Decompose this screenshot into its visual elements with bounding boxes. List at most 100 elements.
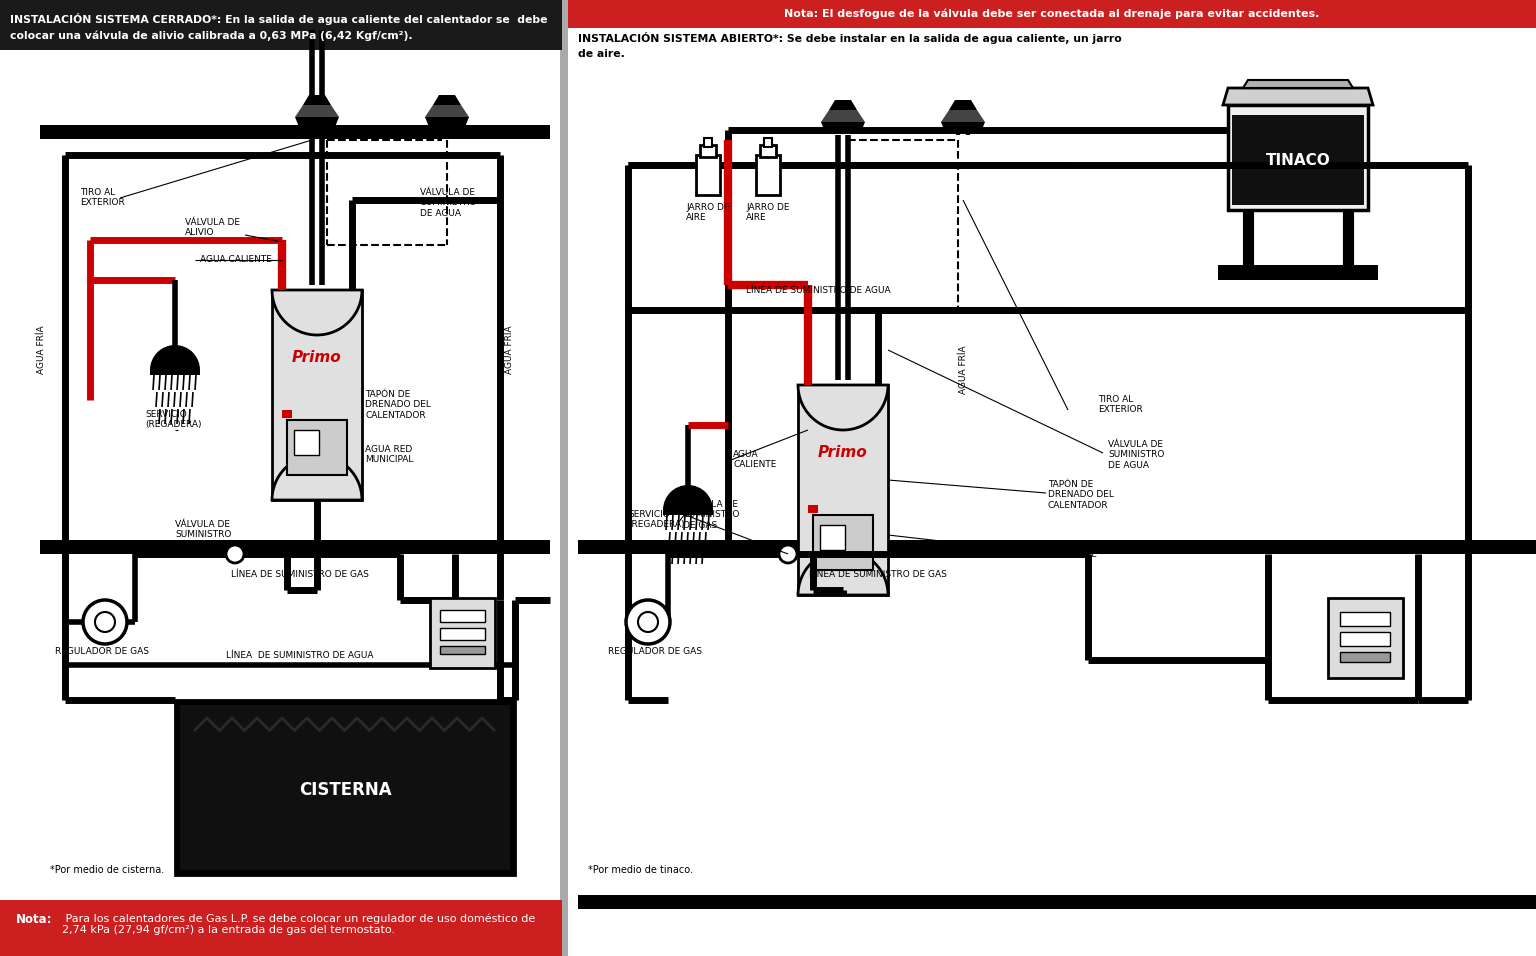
Bar: [1218, 265, 1378, 280]
Text: AGUA RED
MUNICIPAL: AGUA RED MUNICIPAL: [366, 445, 413, 465]
Bar: [151, 370, 200, 375]
Text: INSTALACIÓN SISTEMA CERRADO*: En la salida de agua caliente del calentador se  d: INSTALACIÓN SISTEMA CERRADO*: En la sali…: [11, 13, 547, 25]
Polygon shape: [942, 110, 985, 122]
Text: LÍNEA DE SUMINISTRO DE AGUA: LÍNEA DE SUMINISTRO DE AGUA: [745, 286, 891, 295]
Text: Primo: Primo: [819, 445, 868, 460]
Wedge shape: [664, 485, 713, 510]
Bar: [561, 0, 568, 956]
Text: REGULADOR DE GAS: REGULADOR DE GAS: [608, 647, 702, 656]
Polygon shape: [1243, 80, 1353, 88]
Circle shape: [226, 545, 244, 563]
Bar: [760, 145, 776, 157]
Bar: [664, 510, 713, 515]
Text: LÍNEA DE SUMINISTRO DE GAS: LÍNEA DE SUMINISTRO DE GAS: [809, 570, 946, 579]
Text: LÍNEA  DE SUMINISTRO DE AGUA: LÍNEA DE SUMINISTRO DE AGUA: [226, 650, 373, 660]
Text: JARRO DE
AIRE: JARRO DE AIRE: [746, 203, 790, 223]
Bar: [0, 900, 562, 956]
Polygon shape: [1223, 88, 1373, 105]
Text: VÁLVULA DE
ALIVIO: VÁLVULA DE ALIVIO: [184, 218, 240, 237]
Bar: [180, 705, 510, 870]
Text: *Por medio de cisterna.: *Por medio de cisterna.: [51, 865, 164, 875]
Bar: [568, 28, 1536, 75]
Text: colocar una válvula de alivio calibrada a 0,63 MPa (6,42 Kgf/cm²).: colocar una válvula de alivio calibrada …: [11, 30, 413, 40]
Text: de aire.: de aire.: [578, 49, 625, 59]
Bar: [700, 145, 716, 157]
Circle shape: [627, 600, 670, 644]
Bar: [808, 505, 819, 513]
Text: AGUA FRÍA: AGUA FRÍA: [958, 346, 968, 394]
Bar: [430, 598, 495, 668]
Bar: [763, 138, 773, 147]
Polygon shape: [829, 100, 857, 110]
Bar: [40, 125, 550, 139]
Polygon shape: [949, 100, 977, 110]
Text: *Por medio de tinaco.: *Por medio de tinaco.: [588, 865, 693, 875]
Text: Para los calentadores de Gas L.P. se debe colocar un regulador de uso doméstico : Para los calentadores de Gas L.P. se deb…: [61, 913, 535, 935]
Text: SERVICIO
(REGADERA): SERVICIO (REGADERA): [628, 510, 685, 530]
Text: TAPÓN DE
DRENADO DEL
CALENTADOR: TAPÓN DE DRENADO DEL CALENTADOR: [1048, 480, 1114, 510]
Text: AGUA
CALIENTE: AGUA CALIENTE: [733, 450, 776, 469]
Bar: [293, 430, 319, 455]
Bar: [568, 0, 1536, 28]
Bar: [0, 0, 562, 50]
Bar: [272, 290, 362, 500]
Text: VÁLVULA DE
SUMINISTRO
DE AGUA: VÁLVULA DE SUMINISTRO DE AGUA: [419, 188, 476, 218]
Bar: [40, 540, 550, 554]
Bar: [703, 138, 713, 147]
Text: INSTALACIÓN SISTEMA ABIERTO*: Se debe instalar en la salida de agua caliente, un: INSTALACIÓN SISTEMA ABIERTO*: Se debe in…: [578, 32, 1121, 44]
Bar: [1232, 115, 1364, 205]
Text: VÁLVULA DE
SUMINISTRO
DE GAS: VÁLVULA DE SUMINISTRO DE GAS: [684, 500, 739, 530]
Wedge shape: [799, 550, 888, 595]
Text: Primo: Primo: [292, 350, 343, 365]
Text: TIRO AL
EXTERIOR: TIRO AL EXTERIOR: [80, 188, 124, 207]
Bar: [175, 700, 515, 875]
Bar: [1227, 105, 1369, 210]
Circle shape: [779, 545, 797, 563]
Polygon shape: [295, 105, 339, 117]
Bar: [439, 610, 485, 622]
Text: AGUA RED
MUNICIPAL: AGUA RED MUNICIPAL: [1048, 540, 1097, 559]
Bar: [799, 385, 888, 595]
Text: TIRO AL
EXTERIOR: TIRO AL EXTERIOR: [1098, 395, 1143, 414]
Wedge shape: [272, 290, 362, 335]
Polygon shape: [822, 110, 865, 122]
Text: AGUA FRÍA: AGUA FRÍA: [37, 326, 46, 375]
Circle shape: [95, 612, 115, 632]
Bar: [820, 525, 845, 550]
Bar: [578, 895, 1536, 909]
Bar: [1339, 652, 1390, 662]
Polygon shape: [433, 95, 461, 105]
Wedge shape: [272, 455, 362, 500]
Bar: [1339, 632, 1390, 646]
Text: Nota: El desfogue de la válvula debe ser conectada al drenaje para evitar accide: Nota: El desfogue de la válvula debe ser…: [785, 9, 1319, 19]
Polygon shape: [295, 117, 339, 127]
Text: Nota:: Nota:: [15, 913, 52, 926]
Text: VÁLVULA DE
SUMINISTRO
DE AGUA: VÁLVULA DE SUMINISTRO DE AGUA: [1107, 440, 1164, 469]
Wedge shape: [151, 345, 200, 370]
Bar: [439, 646, 485, 654]
Text: CISTERNA: CISTERNA: [298, 781, 392, 799]
Text: TAPÓN DE
DRENADO DEL
CALENTADOR: TAPÓN DE DRENADO DEL CALENTADOR: [366, 390, 432, 420]
Circle shape: [637, 612, 657, 632]
Text: SERVICIO
(REGADERA): SERVICIO (REGADERA): [144, 410, 201, 429]
Bar: [439, 628, 485, 640]
Bar: [813, 515, 872, 570]
Bar: [283, 410, 292, 418]
Text: TINACO: TINACO: [1266, 153, 1330, 167]
Bar: [756, 155, 780, 195]
Text: AGUA CALIENTE: AGUA CALIENTE: [200, 255, 272, 265]
Text: REGULADOR DE GAS: REGULADOR DE GAS: [55, 647, 149, 656]
Text: JARRO DE
AIRE: JARRO DE AIRE: [687, 203, 730, 223]
Bar: [1339, 612, 1390, 626]
Polygon shape: [303, 95, 330, 105]
Polygon shape: [942, 122, 985, 132]
Text: AGUA FRÍA: AGUA FRÍA: [505, 326, 515, 375]
Circle shape: [83, 600, 127, 644]
Bar: [287, 420, 347, 475]
Bar: [1329, 598, 1402, 678]
Text: VÁLVULA DE
SUMINISTRO
DE GAS: VÁLVULA DE SUMINISTRO DE GAS: [175, 520, 232, 550]
Polygon shape: [425, 105, 468, 117]
Polygon shape: [425, 117, 468, 127]
Text: LÍNEA DE SUMINISTRO DE GAS: LÍNEA DE SUMINISTRO DE GAS: [230, 570, 369, 579]
Polygon shape: [822, 122, 865, 132]
